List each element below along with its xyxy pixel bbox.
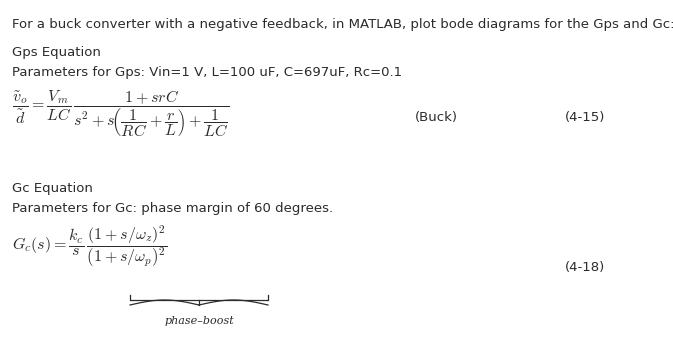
Text: (4-18): (4-18) [565,262,605,274]
Text: (4-15): (4-15) [565,111,606,125]
Text: (Buck): (Buck) [415,111,458,125]
Text: Gc Equation: Gc Equation [12,182,93,195]
Text: Gps Equation: Gps Equation [12,46,101,59]
Text: $G_{c}(s)=\dfrac{k_{c}}{s}\,\dfrac{\left(1+s/\omega_{z}\right)^{2}}{\left(1+s/\o: $G_{c}(s)=\dfrac{k_{c}}{s}\,\dfrac{\left… [12,224,167,270]
Text: phase–boost: phase–boost [164,316,234,326]
Text: For a buck converter with a negative feedback, in MATLAB, plot bode diagrams for: For a buck converter with a negative fee… [12,18,673,31]
Text: Parameters for Gc: phase margin of 60 degrees.: Parameters for Gc: phase margin of 60 de… [12,202,333,215]
Text: $\dfrac{\tilde{v}_{o}}{\tilde{d}} = \dfrac{V_{m}}{LC}\,\dfrac{1+srC}{s^{2}+s\!\l: $\dfrac{\tilde{v}_{o}}{\tilde{d}} = \dfr… [12,88,230,139]
Text: Parameters for Gps: Vin=1 V, L=100 uF, C=697uF, Rc=0.1: Parameters for Gps: Vin=1 V, L=100 uF, C… [12,66,402,79]
